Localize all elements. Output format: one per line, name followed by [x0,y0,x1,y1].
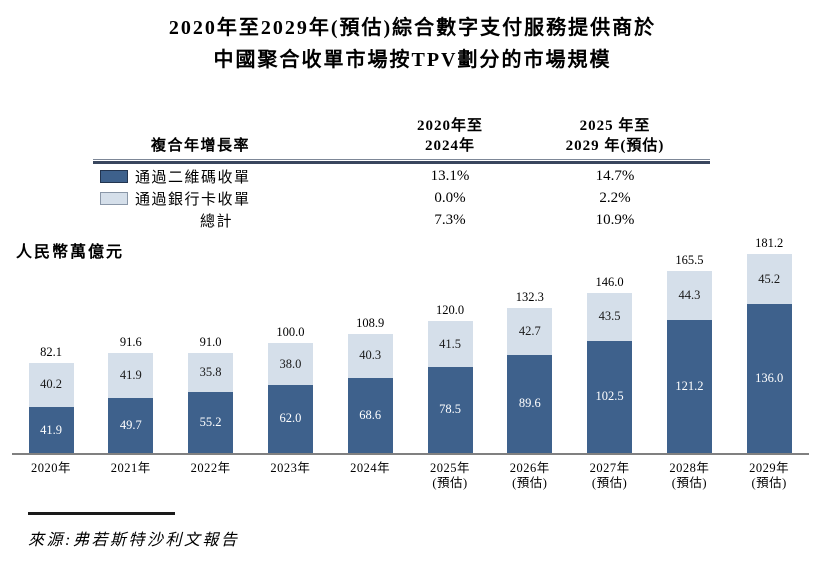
x-axis-label-estimate: (預估) [591,476,628,490]
bar-total-label: 100.0 [276,325,305,340]
bar-total-label: 91.0 [199,335,222,350]
x-axis-label-estimate: (預估) [671,476,708,490]
x-axis-label-estimate: (預估) [751,476,787,490]
x-axis-label-year: 2023年 [270,461,311,475]
bar-segment-bankcard: 45.2 [746,254,792,304]
x-axis-label-year: 2024年 [350,461,391,475]
x-axis-label: 2028年 (預估) [649,461,729,491]
x-axis-label-year: 2021年 [110,461,151,475]
bar-total-label: 165.5 [675,253,704,268]
x-axis-label-estimate: (預估) [432,476,468,490]
bankcard-cagr-2025-2029: 2.2% [599,189,631,206]
table-header-rule [93,159,710,165]
qr-legend-swatch-icon [100,169,128,183]
legend-item-qr: 通過二維碼收單 [93,166,380,187]
qr-cagr-2025-2029: 14.7% [595,167,635,184]
cagr-header-period1-line2: 2024年 [424,138,475,154]
x-axis-label: 2025年 (預估) [410,461,490,491]
bar-total-label: 82.1 [40,344,62,359]
total-row-label-cell: 總計 [93,210,380,231]
bar-segment-qr: 41.9 [28,407,74,453]
bar-segment-qr: 102.5 [587,340,633,453]
cagr-header-label: 複合年增長率 [151,138,251,154]
x-axis-line [12,453,809,455]
bar-segment-qr: 55.2 [188,392,234,453]
table-header-rule-thin [93,159,710,160]
bar-segment-bankcard: 42.7 [507,307,553,355]
table-header-rule-thick [93,161,710,164]
x-axis-label: 2024年 [330,461,410,476]
bar-total-label: 132.3 [515,289,544,304]
bar-total-label: 181.2 [755,236,784,251]
table-row: 通過銀行卡收單 0.0% 2.2% [93,187,710,209]
x-axis-label-year: 2028年 [669,461,710,475]
bar-total-label: 146.0 [595,274,624,289]
bar-segment-bankcard: 40.2 [28,362,74,408]
cagr-table-header: 複合年增長率 2020年至 2024年 2025 年至 2029 年(預估) [93,116,710,156]
cagr-header-period1: 2020年至 2024年 [380,116,520,156]
x-axis-label: 2022年 [171,461,251,476]
total-cagr-2020-2024: 7.3% [434,211,466,228]
cagr-header-period2-line1: 2025 年至 [579,118,651,134]
table-row: 總計 7.3% 10.9% [93,209,710,231]
chart-title-line2: 中國聚合收單市場按TPV劃分的市場規模 [213,49,612,71]
bar-segment-bankcard: 35.8 [188,353,234,393]
bar-segment-bankcard: 41.9 [108,352,154,399]
cagr-header-period2-line2: 2029 年(預估) [565,138,665,154]
x-axis-label-year: 2022年 [190,461,231,475]
bankcard-cagr-2020-2024: 0.0% [434,189,466,206]
cagr-table: 複合年增長率 2020年至 2024年 2025 年至 2029 年(預估) 通… [93,116,710,231]
cagr-header-period2: 2025 年至 2029 年(預估) [520,116,710,156]
bar-segment-qr: 68.6 [347,377,393,453]
x-axis-label: 2027年 (預估) [570,461,650,491]
x-axis-label: 2021年 [91,461,171,476]
x-axis-label: 2023年 [250,461,330,476]
bar-segment-qr: 121.2 [666,320,712,453]
bar-segment-bankcard: 43.5 [587,292,633,341]
bar-segment-qr: 89.6 [507,354,553,453]
bar-total-label: 91.6 [119,334,142,349]
x-axis-label-estimate: (預估) [512,476,548,490]
bar-segment-bankcard: 40.3 [347,333,393,378]
bar-segment-qr: 49.7 [108,398,154,453]
legend-label-qr: 通過二維碼收單 [135,169,251,186]
bar-total-label: 120.0 [435,303,465,318]
table-row: 通過二維碼收單 13.1% 14.7% [93,165,710,187]
x-axis-label-year: 2025年 [429,461,470,475]
bar-segment-bankcard: 38.0 [267,343,313,385]
x-axis-label-year: 2020年 [30,461,71,475]
total-row-label: 總計 [200,213,234,230]
bar-segment-qr: 62.0 [267,384,313,453]
total-cagr-2025-2029: 10.9% [595,211,635,228]
source-divider [28,512,175,515]
bar-segment-bankcard: 44.3 [666,271,712,321]
legend-label-bankcard: 通過銀行卡收單 [135,191,251,208]
bankcard-legend-swatch-icon [100,191,128,205]
bar-segment-bankcard: 41.5 [427,321,473,367]
chart-plot: 41.9 40.2 82.1 2020年 49.7 41.9 91.6 2021年 55.2 35… [0,236,825,490]
x-axis-label: 2029年 (預估) [729,461,809,491]
bar-total-label: 108.9 [356,315,385,330]
legend-item-bankcard: 通過銀行卡收單 [93,188,380,209]
x-axis-label-year: 2027年 [589,461,630,475]
x-axis-label: 2026年 (預估) [490,461,570,491]
x-axis-label-year: 2029年 [749,461,790,475]
qr-cagr-2020-2024: 13.1% [430,167,470,184]
chart-title-line1: 2020年至2029年(預估)綜合數字支付服務提供商於 [168,17,657,39]
x-axis-label-year: 2026年 [509,461,550,475]
chart-title: 2020年至2029年(預估)綜合數字支付服務提供商於 中國聚合收單市場按TPV… [0,12,825,76]
y-axis-unit-label: 人民幣萬億元 [16,244,125,261]
bar-segment-qr: 78.5 [427,366,473,453]
x-axis-label: 2020年 [11,461,91,476]
source-text: 來源:弗若斯特沙利文報告 [28,532,240,549]
bar-segment-qr: 136.0 [746,303,792,453]
cagr-header-period1-line1: 2020年至 [416,118,483,134]
